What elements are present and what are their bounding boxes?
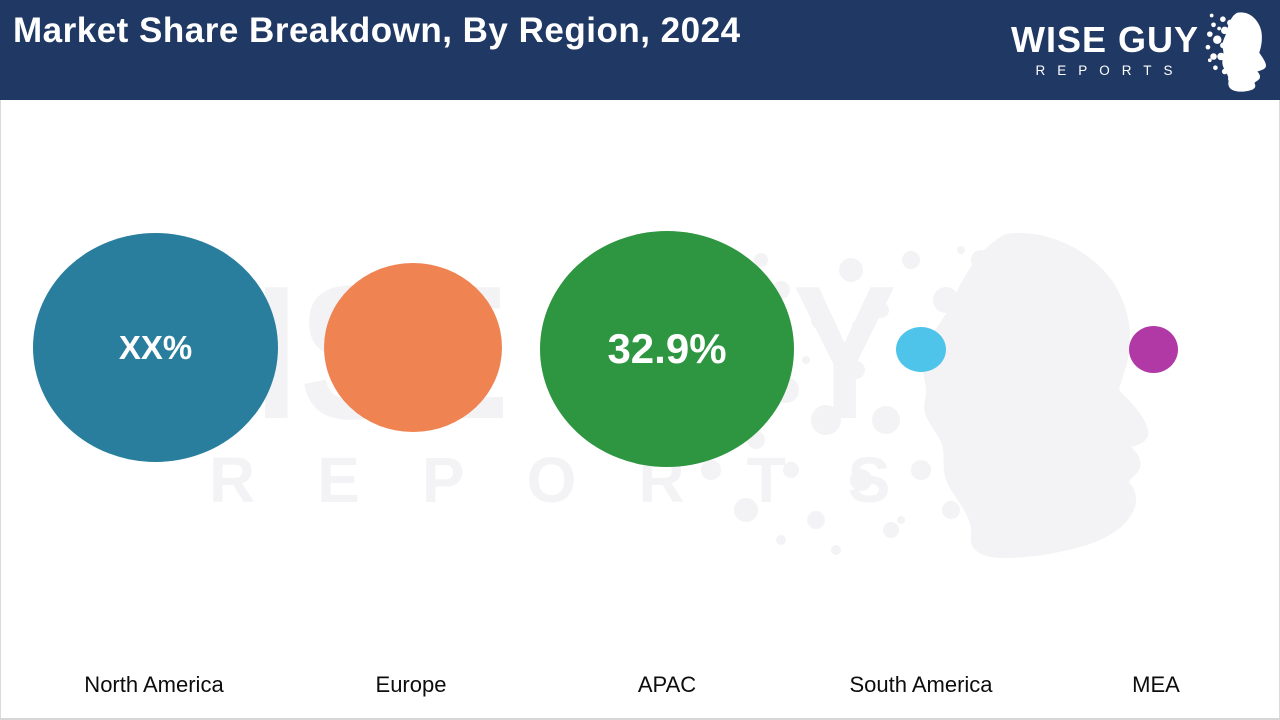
region-label-south-america: South America <box>849 672 993 697</box>
header-bar: Market Share Breakdown, By Region, 2024 … <box>0 0 1280 100</box>
bubble-europe <box>324 263 502 432</box>
chart-area: WISE GUY REPORTS <box>0 100 1280 720</box>
region-label-north-america: North America <box>84 672 224 697</box>
region-label-apac: APAC <box>637 672 697 697</box>
wiseguy-logo: WISE GUY REPORTS <box>1011 8 1268 92</box>
logo-subtitle: REPORTS <box>1035 63 1185 78</box>
logo-wordmark: WISE GUY <box>1010 19 1199 60</box>
region-label-europe: Europe <box>375 672 447 697</box>
bubble-apac: 32.9% <box>540 231 794 467</box>
page-title: Market Share Breakdown, By Region, 2024 <box>13 11 741 50</box>
bubble-label-apac: 32.9% <box>607 325 727 372</box>
bubble-south-america <box>896 327 946 372</box>
logo-text: WISE GUY REPORTS <box>1010 19 1199 79</box>
watermark-subtitle: REPORTS <box>209 444 953 516</box>
bubble-mea <box>1129 326 1178 373</box>
bubble-north-america: XX% <box>33 233 278 462</box>
region-label-mea: MEA <box>1132 672 1180 697</box>
wiseguy-head-icon <box>1205 12 1266 92</box>
bubble-label-north-america: XX% <box>118 328 193 366</box>
